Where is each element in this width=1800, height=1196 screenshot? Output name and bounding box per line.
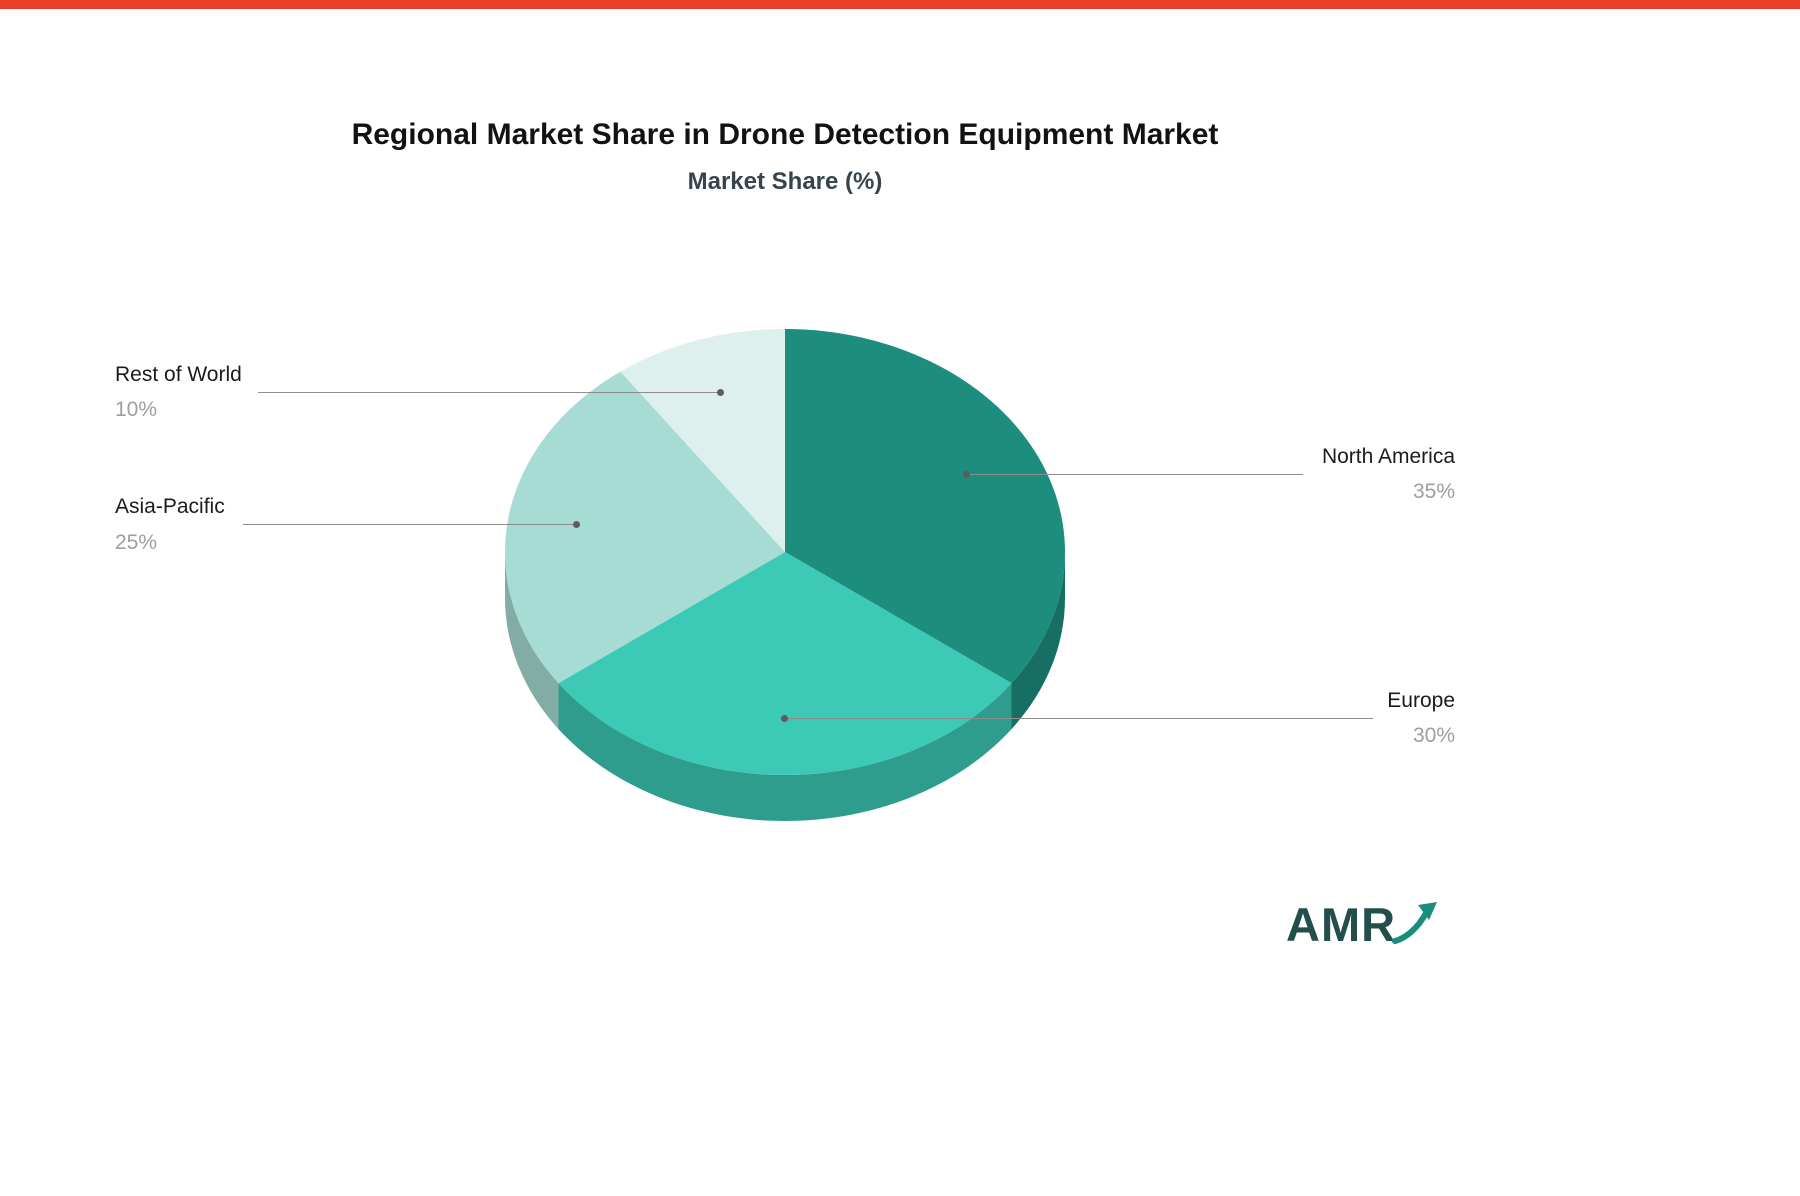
leader-line-north-america [967,474,1303,475]
pie-slice-asia-pacific[interactable] [505,371,785,684]
pie-slice-side-north-america [1011,552,1065,730]
leader-line-asia-pacific [243,524,576,525]
slice-label-europe: Europe [1387,689,1455,712]
leader-line-rest-of-world [258,392,721,393]
amr-logo: AMR [1286,897,1446,961]
leader-dot-north-america [963,471,970,478]
chart-subtitle: Market Share (%) [687,168,883,195]
leader-dot-europe [781,715,788,722]
leader-line-europe [785,718,1373,719]
slice-label-rest-of-world: Rest of World [115,363,242,386]
leader-dot-rest-of-world [717,389,724,396]
slice-value-rest-of-world: 10% [115,398,158,421]
leader-dot-asia-pacific [573,521,580,528]
slice-value-asia-pacific: 25% [115,531,158,554]
slice-value-north-america: 35% [1412,480,1455,503]
chart-title: Regional Market Share in Drone Detection… [351,118,1219,151]
slice-value-europe: 30% [1412,724,1455,747]
pie-slice-europe[interactable] [558,552,1012,775]
top-accent-bar [0,0,1800,9]
amr-logo-arrow-icon [1392,902,1437,944]
slice-label-north-america: North America [1321,445,1455,468]
pie-slice-north-america[interactable] [785,329,1065,684]
pie-slice-rest-of-world[interactable] [620,329,785,552]
pie-slice-side-asia-pacific [505,552,559,730]
slice-label-asia-pacific: Asia-Pacific [115,495,225,518]
pie-slice-side-europe [558,683,1012,821]
amr-logo-text: AMR [1286,898,1397,951]
